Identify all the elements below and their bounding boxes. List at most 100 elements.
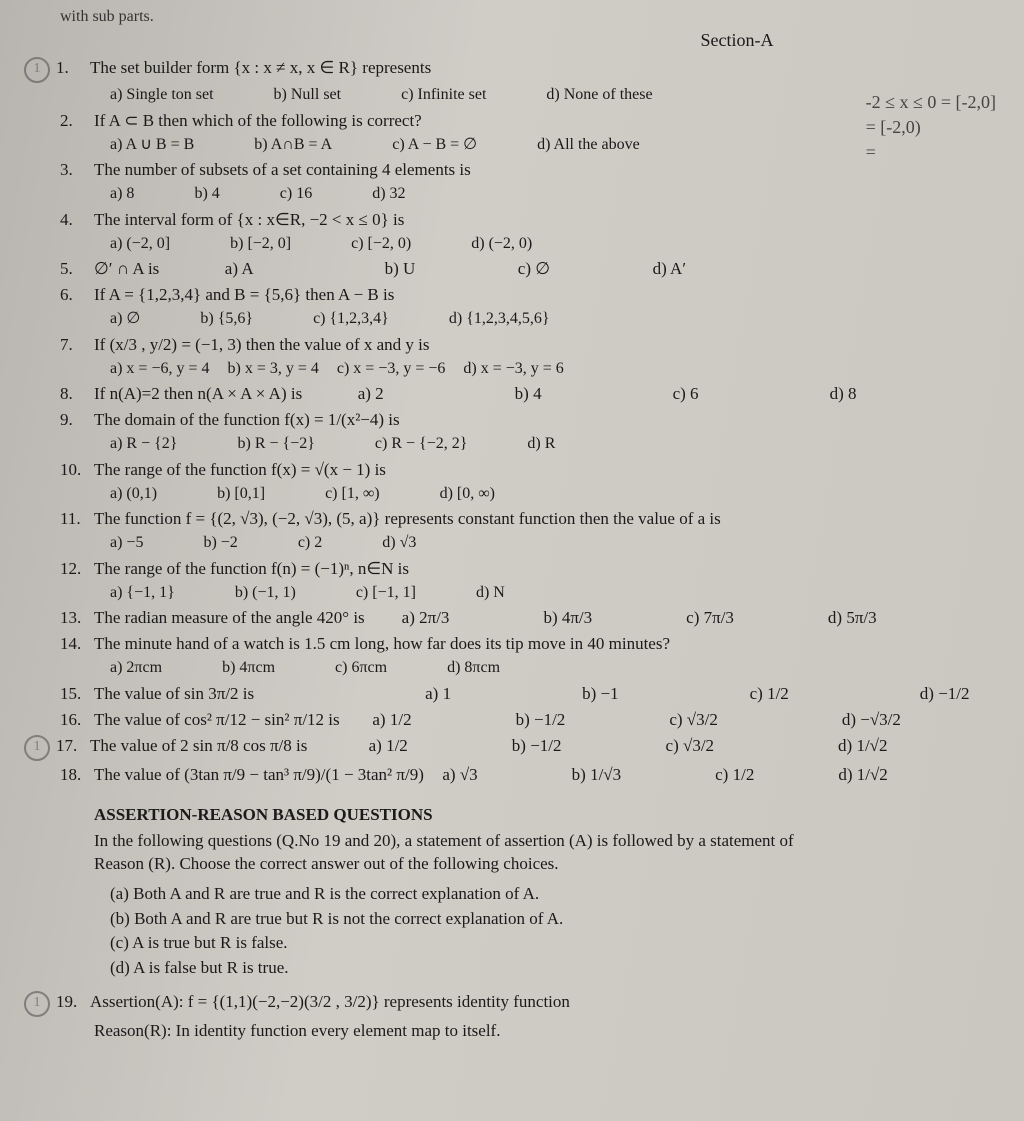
opt: a) 1/2: [369, 735, 408, 758]
q-text: ∅′ ∩ A is: [94, 258, 159, 281]
options: a) (−2, 0]b) [−2, 0]c) [−2, 0)d) (−2, 0): [110, 233, 994, 255]
hw-line: =: [866, 140, 996, 165]
opt: c) √3/2: [669, 709, 718, 732]
question: 11.The set builder form {x : x ≠ x, x ∈ …: [60, 57, 994, 83]
opt: b) 4πcm: [222, 657, 275, 679]
opt: a) A: [225, 258, 254, 281]
options: a) −5b) −2c) 2d) √3: [110, 532, 994, 554]
opt: a) 8: [110, 183, 134, 205]
question: 13.The radian measure of the angle 420° …: [60, 607, 994, 630]
q-number: 16.: [60, 709, 94, 732]
q-number: 9.: [60, 409, 94, 432]
q-number: 19.: [56, 991, 90, 1014]
opt: a) √3: [442, 764, 477, 787]
opt: d) (−2, 0): [471, 233, 532, 255]
opt: d) 5π/3: [828, 607, 877, 630]
opt: c) x = −3, y = −6: [337, 358, 446, 380]
q-text: The radian measure of the angle 420° is: [94, 607, 365, 630]
opt: c) 1/2: [750, 683, 789, 706]
opt: c) √3/2: [666, 735, 715, 758]
q-number: 5.: [60, 258, 94, 281]
opt: c) [−1, 1]: [356, 582, 416, 604]
q-text: The interval form of {x : x∈R, −2 < x ≤ …: [94, 209, 404, 232]
q-text: The value of sin 3π/2 is: [94, 683, 254, 706]
options: a) ∅ b) {5,6} c) {1,2,3,4} d) {1,2,3,4,5,6}: [110, 308, 994, 330]
ar-heading: ASSERTION-REASON BASED QUESTIONS: [94, 805, 994, 825]
opt: d) None of these: [546, 84, 652, 106]
options: a) 2πcmb) 4πcmc) 6πcmd) 8πcm: [110, 657, 994, 679]
options: a) Single ton setb) Null setc) Infinite …: [110, 84, 994, 106]
q-text: The value of 2 sin π/8 cos π/8 is: [90, 735, 307, 758]
question: 119.Assertion(A): f = {(1,1)(−2,−2)(3/2 …: [60, 991, 994, 1017]
opt: c) A − B = ∅: [392, 134, 477, 156]
opt: c) 7π/3: [686, 607, 734, 630]
q-text: If A ⊂ B then which of the following is …: [94, 110, 422, 133]
q-text: If A = {1,2,3,4} and B = {5,6} then A − …: [94, 284, 394, 307]
opt: b) −1: [582, 683, 619, 706]
question: 3.The number of subsets of a set contain…: [60, 159, 994, 182]
ar-choice: (a) Both A and R are true and R is the c…: [110, 882, 994, 907]
opt: d) 8πcm: [447, 657, 500, 679]
q-text: The value of cos² π/12 − sin² π/12 is: [94, 709, 340, 732]
opt: b) {5,6}: [200, 308, 253, 330]
opt: b) −1/2: [512, 735, 562, 758]
opt: d) √3: [382, 532, 416, 554]
question: 2.If A ⊂ B then which of the following i…: [60, 110, 994, 133]
opt: a) ∅: [110, 308, 140, 330]
question: 14.The minute hand of a watch is 1.5 cm …: [60, 633, 994, 656]
q-number: 2.: [60, 110, 94, 133]
opt: a) R − {2}: [110, 433, 177, 455]
opt: c) R − {−2, 2}: [375, 433, 468, 455]
mark-icon: 1: [24, 735, 50, 761]
q-text: Assertion(A): f = {(1,1)(−2,−2)(3/2 , 3/…: [90, 991, 570, 1014]
opt: d) {1,2,3,4,5,6}: [449, 308, 550, 330]
hw-line: = [-2,0): [866, 115, 996, 140]
q-number: 12.: [60, 558, 94, 581]
mark-icon: 1: [24, 57, 50, 83]
opt: d) 1/√2: [838, 735, 887, 758]
opt: d) 8: [830, 383, 857, 406]
opt: d) R: [527, 433, 555, 455]
opt: a) 2: [358, 383, 384, 406]
q-number: 6.: [60, 284, 94, 307]
opt: b) 1/√3: [572, 764, 621, 787]
reason-line: Reason(R): In identity function every el…: [60, 1020, 994, 1043]
question: 6.If A = {1,2,3,4} and B = {5,6} then A …: [60, 284, 994, 307]
opt: a) {−1, 1}: [110, 582, 175, 604]
opt: a) x = −6, y = 4: [110, 358, 210, 380]
mark-icon: 1: [24, 991, 50, 1017]
ar-choice: (d) A is false but R is true.: [110, 956, 994, 981]
opt: d) x = −3, y = 6: [463, 358, 563, 380]
opt: b) 4: [515, 383, 542, 406]
q-number: 4.: [60, 209, 94, 232]
section-label: Section-A: [480, 30, 994, 51]
ar-text: In the following questions (Q.No 19 and …: [94, 831, 794, 850]
opt: d) 32: [372, 183, 405, 205]
question: 12.The range of the function f(n) = (−1)…: [60, 558, 994, 581]
q-number: 18.: [60, 764, 94, 787]
q-number: 3.: [60, 159, 94, 182]
opt: b) −2: [203, 532, 237, 554]
opt: c) {1,2,3,4}: [313, 308, 389, 330]
opt: a) −5: [110, 532, 143, 554]
ar-choice: (b) Both A and R are true but R is not t…: [110, 907, 994, 932]
q-text: The number of subsets of a set containin…: [94, 159, 471, 182]
question: 8.If n(A)=2 then n(A × A × A) is a) 2 b)…: [60, 383, 994, 406]
opt: a) 2π/3: [402, 607, 450, 630]
opt: b) 4: [194, 183, 219, 205]
opt: c) 16: [280, 183, 312, 205]
q-number: 11.: [60, 508, 94, 531]
options: a) A ∪ B = Bb) A∩B = Ac) A − B = ∅d) All…: [110, 134, 994, 156]
opt: c) ∅: [518, 258, 550, 281]
q-number: 13.: [60, 607, 94, 630]
opt: a) (0,1): [110, 483, 157, 505]
opt: b) R − {−2}: [237, 433, 314, 455]
q-number: 7.: [60, 334, 94, 357]
opt: b) A∩B = A: [254, 134, 332, 156]
question: 15.The value of sin 3π/2 is a) 1 b) −1 c…: [60, 683, 994, 706]
opt: a) 1/2: [372, 709, 411, 732]
question: 10.The range of the function f(x) = √(x …: [60, 459, 994, 482]
opt: d) −1/2: [920, 683, 970, 706]
question: 4.The interval form of {x : x∈R, −2 < x …: [60, 209, 994, 232]
opt: b) [0,1]: [217, 483, 265, 505]
